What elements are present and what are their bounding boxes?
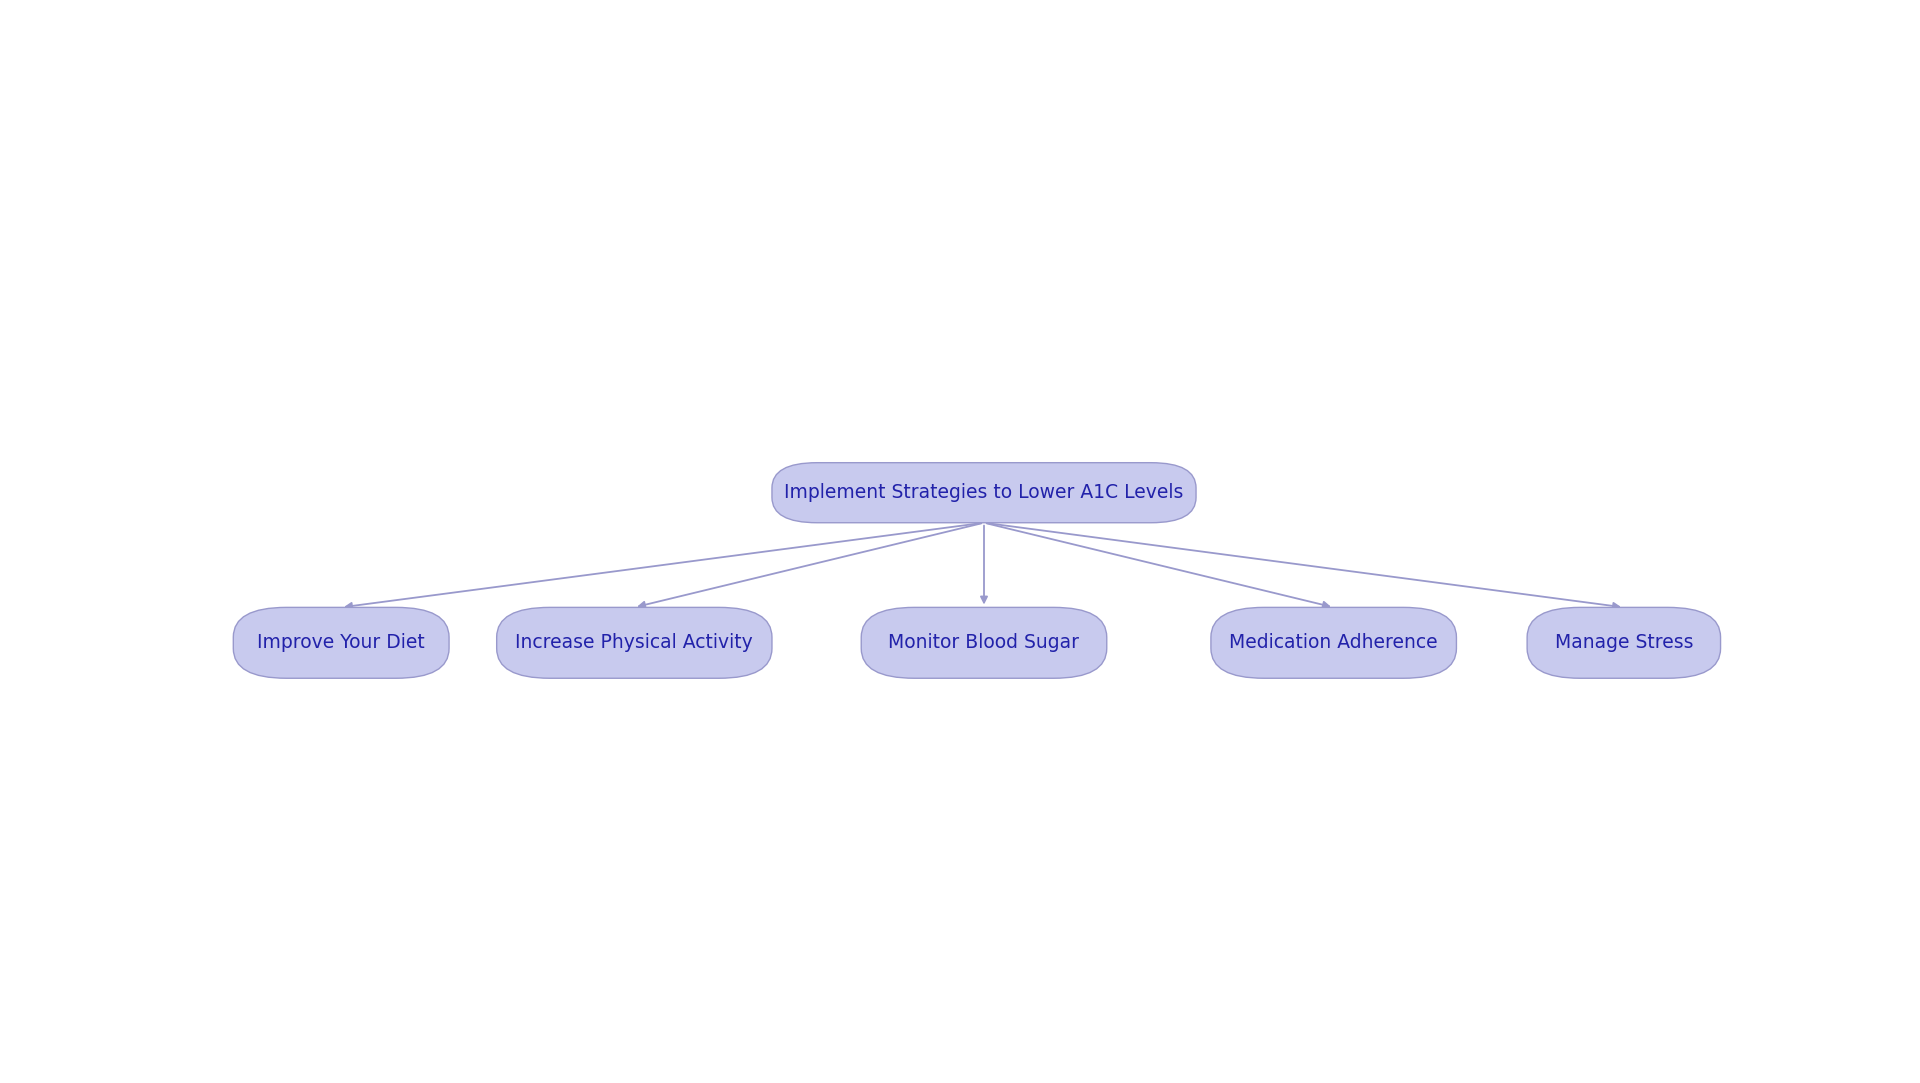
Text: Medication Adherence: Medication Adherence — [1229, 634, 1438, 652]
FancyBboxPatch shape — [1212, 608, 1457, 678]
FancyBboxPatch shape — [1526, 608, 1720, 678]
FancyBboxPatch shape — [862, 608, 1106, 678]
FancyBboxPatch shape — [234, 608, 449, 678]
Text: Manage Stress: Manage Stress — [1555, 634, 1693, 652]
Text: Increase Physical Activity: Increase Physical Activity — [515, 634, 753, 652]
Text: Improve Your Diet: Improve Your Diet — [257, 634, 424, 652]
Text: Implement Strategies to Lower A1C Levels: Implement Strategies to Lower A1C Levels — [783, 483, 1185, 503]
FancyBboxPatch shape — [772, 462, 1196, 523]
Text: Monitor Blood Sugar: Monitor Blood Sugar — [889, 634, 1079, 652]
FancyBboxPatch shape — [497, 608, 772, 678]
